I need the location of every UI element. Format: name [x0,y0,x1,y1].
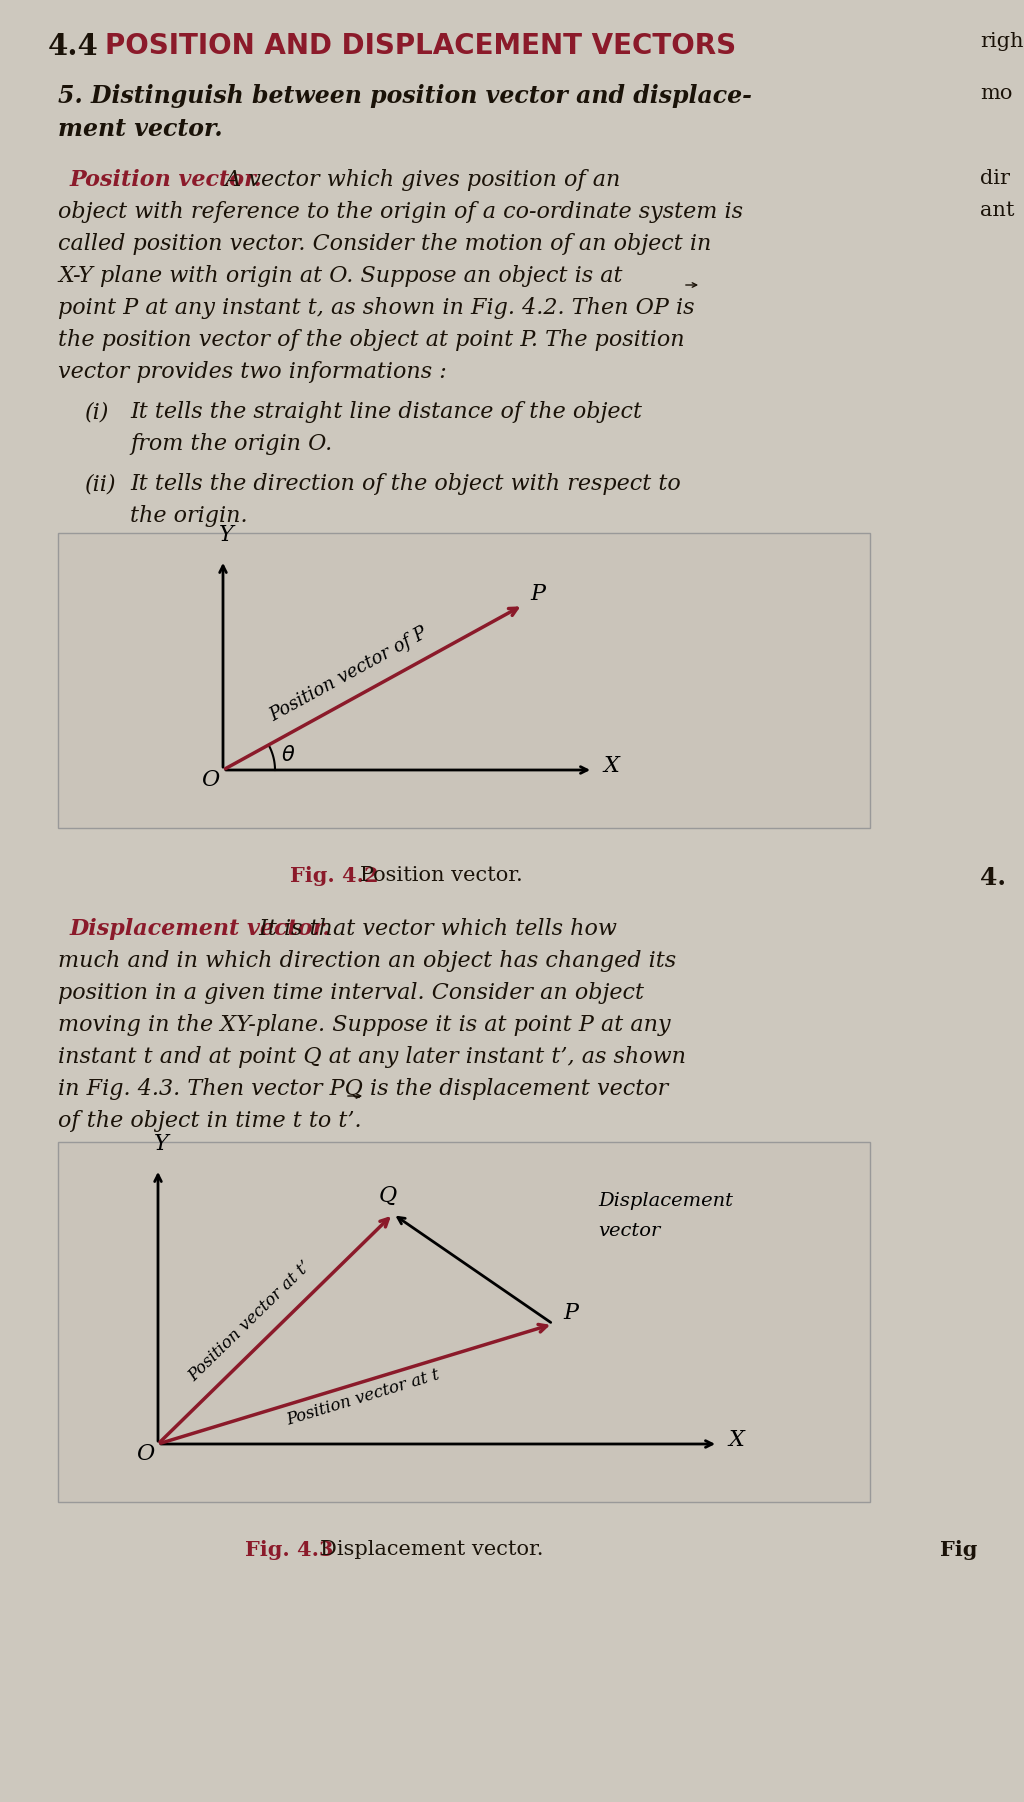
Text: 4.: 4. [980,867,1006,890]
Text: 5. Distinguish between position vector and displace-: 5. Distinguish between position vector a… [58,85,752,108]
Text: Position vector at t: Position vector at t [285,1366,441,1429]
Text: O: O [136,1443,155,1465]
Text: Position vector.: Position vector. [360,867,522,885]
Text: vector provides two informations :: vector provides two informations : [58,360,446,384]
Text: Fig. 4.3: Fig. 4.3 [245,1541,334,1561]
Text: in Fig. 4.3. Then vector PQ is the displacement vector: in Fig. 4.3. Then vector PQ is the displ… [58,1078,669,1099]
Text: Q: Q [379,1186,397,1207]
Text: the position vector of the object at point P. The position: the position vector of the object at poi… [58,330,685,351]
Text: P: P [563,1303,578,1324]
Text: (ii): (ii) [85,472,117,496]
Text: Displacement vector.: Displacement vector. [70,917,331,941]
Text: X: X [603,755,618,777]
Text: point P at any instant t, as shown in Fig. 4.2. Then OP is: point P at any instant t, as shown in Fi… [58,297,694,319]
Text: It is that vector which tells how: It is that vector which tells how [252,917,616,941]
Text: instant t and at point Q at any later instant t’, as shown: instant t and at point Q at any later in… [58,1045,686,1069]
Bar [58,533,870,827]
Text: Position vector.: Position vector. [70,169,262,191]
Text: Position vector at t’: Position vector at t’ [185,1258,314,1384]
Bar [58,1142,870,1503]
Text: object with reference to the origin of a co-ordinate system is: object with reference to the origin of a… [58,202,743,223]
Text: ment vector.: ment vector. [58,117,222,141]
Text: X-Y plane with origin at O. Suppose an object is at: X-Y plane with origin at O. Suppose an o… [58,265,623,287]
Text: vector: vector [598,1222,660,1240]
Text: from the origin O.: from the origin O. [130,432,332,454]
Text: Fig: Fig [940,1541,977,1561]
Text: It tells the direction of the object with respect to: It tells the direction of the object wit… [130,472,681,496]
Text: X: X [728,1429,743,1451]
Text: called position vector. Consider the motion of an object in: called position vector. Consider the mot… [58,232,712,256]
Text: Y: Y [154,1133,168,1155]
Text: P: P [530,584,545,605]
Text: A vector which gives position of an: A vector which gives position of an [218,169,621,191]
Text: $\theta$: $\theta$ [281,744,295,766]
Text: the origin.: the origin. [130,505,248,526]
Text: 4.4: 4.4 [48,32,99,61]
Text: position in a given time interval. Consider an object: position in a given time interval. Consi… [58,982,644,1004]
Text: much and in which direction an object has changed its: much and in which direction an object ha… [58,950,676,971]
Text: righ: righ [980,32,1024,50]
Text: POSITION AND DISPLACEMENT VECTORS: POSITION AND DISPLACEMENT VECTORS [105,32,736,59]
Text: (i): (i) [85,402,110,423]
Text: of the object in time t to t’.: of the object in time t to t’. [58,1110,361,1132]
Text: dir: dir [980,169,1010,187]
Text: It tells the straight line distance of the object: It tells the straight line distance of t… [130,402,642,423]
Text: Position vector of P: Position vector of P [266,623,431,724]
Text: O: O [201,769,219,791]
Text: Y: Y [219,524,233,546]
Text: Displacement vector.: Displacement vector. [319,1541,544,1559]
Text: Fig. 4.2: Fig. 4.2 [290,867,379,887]
Text: moving in the XY-plane. Suppose it is at point P at any: moving in the XY-plane. Suppose it is at… [58,1015,671,1036]
Text: ant: ant [980,202,1015,220]
Text: Displacement: Displacement [598,1191,733,1209]
Text: mo: mo [980,85,1013,103]
